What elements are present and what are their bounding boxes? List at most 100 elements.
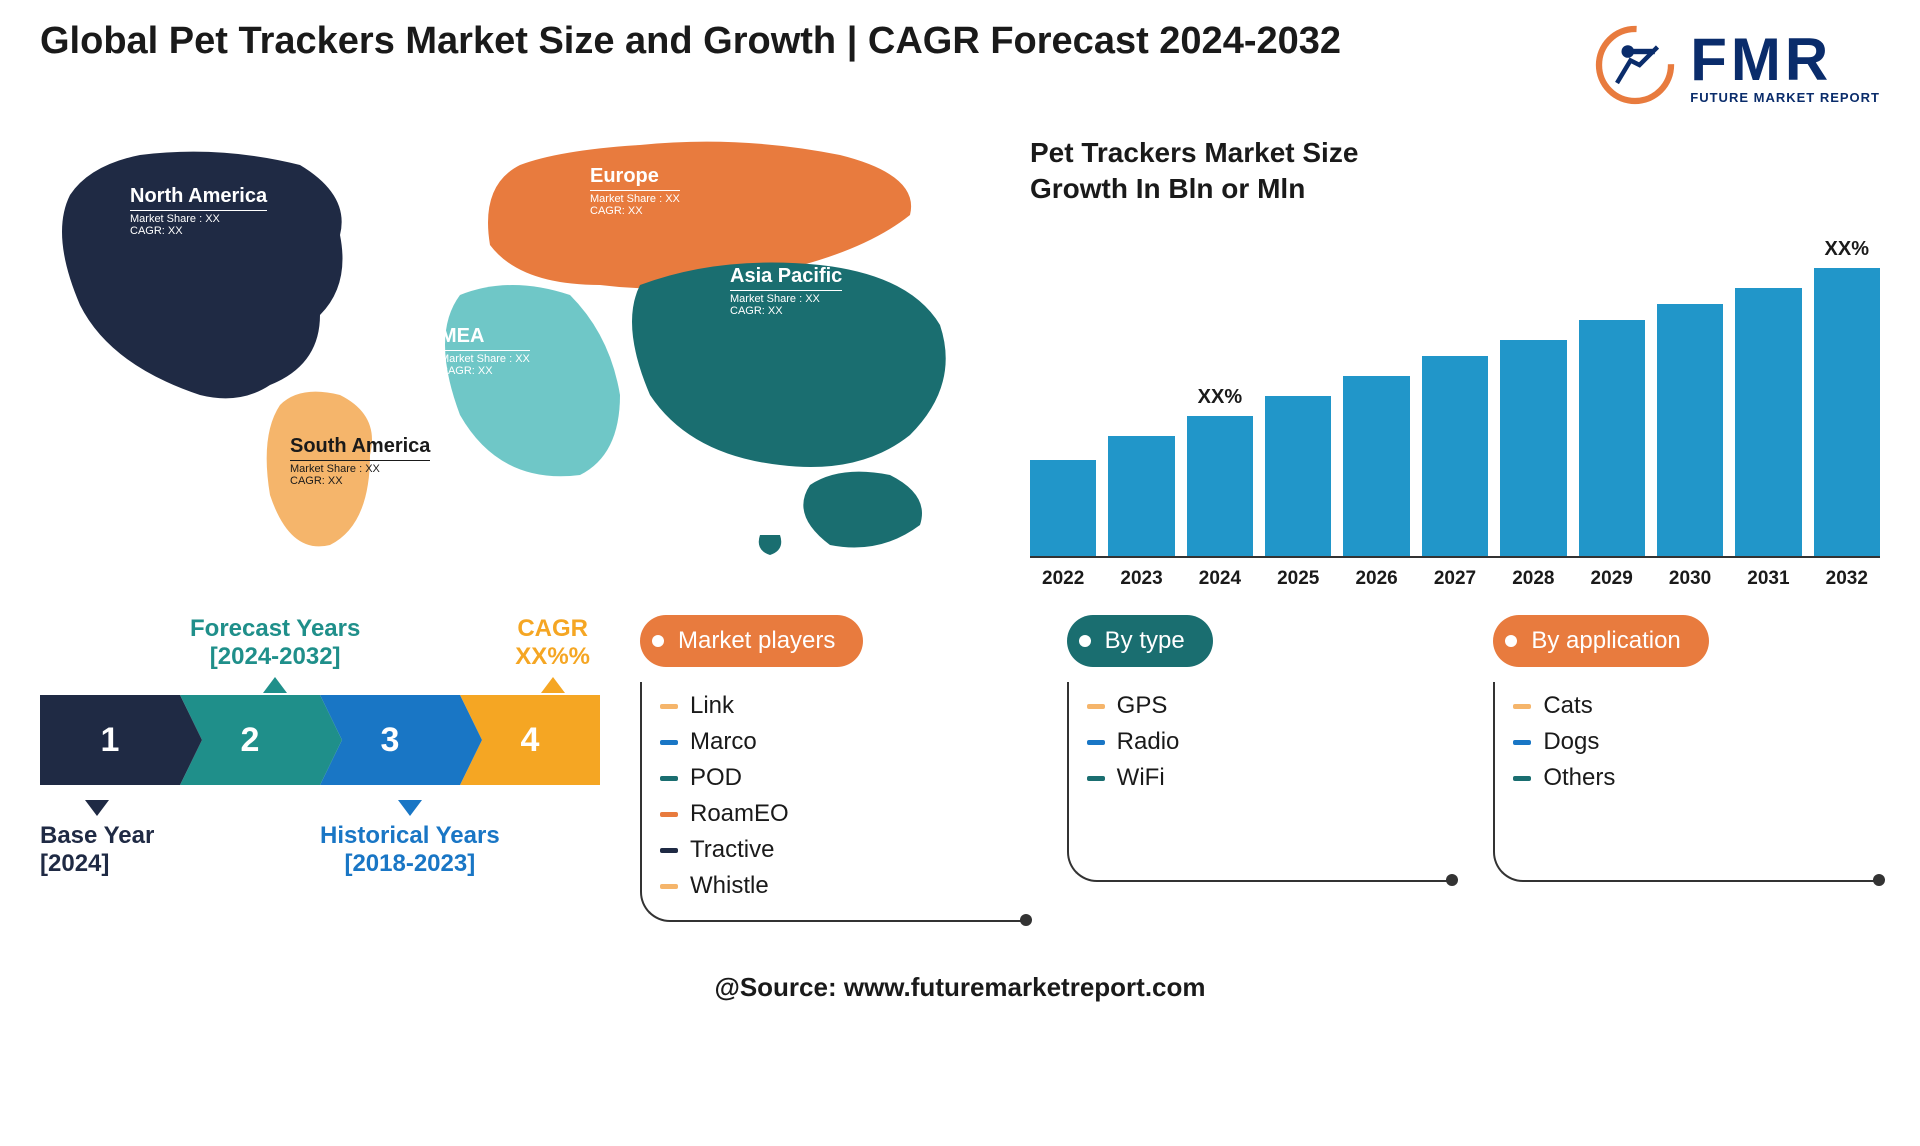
list-item-label: WiFi	[1117, 764, 1165, 792]
region-mea: MEA Market Share : XX CAGR: XX	[440, 325, 530, 377]
tick-icon	[1513, 740, 1531, 745]
category-list: Link Marco POD RoamEO Tractive Whistle	[640, 682, 1027, 922]
category-title: By application	[1531, 627, 1680, 655]
bullet-icon	[652, 635, 664, 647]
region-europe: Europe Market Share : XX CAGR: XX	[590, 165, 680, 217]
bar-2031: 2031	[1735, 288, 1801, 556]
list-item: Radio	[1087, 728, 1454, 756]
logo: FMR FUTURE MARKET REPORT	[1590, 20, 1880, 115]
bar-rect	[1030, 460, 1096, 556]
bar-label: 2026	[1355, 568, 1397, 590]
category-market-players: Market players Link Marco POD RoamEO Tractive…	[640, 615, 1027, 922]
bar-rect	[1422, 356, 1488, 556]
bar-callout: XX%	[1198, 386, 1242, 409]
list-item: POD	[660, 764, 1027, 792]
tick-icon	[660, 848, 678, 853]
category-list: GPS Radio WiFi	[1067, 682, 1454, 882]
category-list: Cats Dogs Others	[1493, 682, 1880, 882]
list-item: Dogs	[1513, 728, 1880, 756]
bar-rect	[1108, 436, 1174, 556]
fmr-logo-icon	[1590, 20, 1680, 115]
list-item-label: Link	[690, 692, 734, 720]
list-item-label: Radio	[1117, 728, 1180, 756]
timeline-steps: 1234	[40, 695, 600, 785]
bar-rect	[1343, 376, 1409, 556]
growth-bar-chart: Pet Trackers Market Size Growth In Bln o…	[1030, 135, 1880, 565]
world-map: North America Market Share : XX CAGR: XX…	[40, 135, 1000, 565]
bar-2032: 2032XX%	[1814, 268, 1880, 556]
list-item-label: Tractive	[690, 836, 774, 864]
bar-label: 2024	[1199, 568, 1241, 590]
bar-2023: 2023	[1108, 436, 1174, 556]
list-item: Marco	[660, 728, 1027, 756]
bar-2029: 2029	[1579, 320, 1645, 556]
bar-label: 2027	[1434, 568, 1476, 590]
bar-rect	[1187, 416, 1253, 556]
bullet-icon	[1505, 635, 1517, 647]
tick-icon	[1087, 704, 1105, 709]
bar-label: 2032	[1826, 568, 1868, 590]
bar-2026: 2026	[1343, 376, 1409, 556]
list-item: GPS	[1087, 692, 1454, 720]
bar-rect	[1735, 288, 1801, 556]
logo-text: FMR	[1690, 30, 1832, 90]
tick-icon	[660, 704, 678, 709]
tick-icon	[660, 884, 678, 889]
page-title: Global Pet Trackers Market Size and Grow…	[40, 20, 1341, 63]
timeline: Forecast Years [2024-2032] CAGR XX%% 123…	[40, 615, 600, 922]
category-header: By type	[1067, 615, 1213, 667]
tick-icon	[660, 740, 678, 745]
list-item-label: Whistle	[690, 872, 769, 900]
list-item-label: Cats	[1543, 692, 1592, 720]
bar-2030: 2030	[1657, 304, 1723, 556]
bar-label: 2030	[1669, 568, 1711, 590]
bar-rect	[1265, 396, 1331, 556]
header: Global Pet Trackers Market Size and Grow…	[40, 20, 1880, 115]
bar-2024: 2024XX%	[1187, 416, 1253, 556]
bar-label: 2022	[1042, 568, 1084, 590]
category-by-type: By type GPS Radio WiFi	[1067, 615, 1454, 922]
list-item: RoamEO	[660, 800, 1027, 828]
timeline-forecast-label: Forecast Years [2024-2032]	[190, 615, 360, 693]
list-item: Others	[1513, 764, 1880, 792]
list-item: Link	[660, 692, 1027, 720]
tick-icon	[660, 776, 678, 781]
list-item-label: RoamEO	[690, 800, 789, 828]
category-columns: Market players Link Marco POD RoamEO Tractive…	[640, 615, 1880, 922]
bar-rect	[1500, 340, 1566, 556]
category-header: By application	[1493, 615, 1708, 667]
list-item: Cats	[1513, 692, 1880, 720]
bars-container: 202220232024XX%2025202620272028202920302…	[1030, 218, 1880, 558]
timeline-historical-label: Historical Years [2018-2023]	[320, 800, 500, 878]
list-item: Tractive	[660, 836, 1027, 864]
list-item-label: Dogs	[1543, 728, 1599, 756]
bar-rect	[1814, 268, 1880, 556]
bar-label: 2028	[1512, 568, 1554, 590]
timeline-base-label: Base Year [2024]	[40, 800, 154, 878]
region-south-america: South America Market Share : XX CAGR: XX	[290, 435, 430, 487]
tick-icon	[1087, 776, 1105, 781]
tick-icon	[660, 812, 678, 817]
bar-2025: 2025	[1265, 396, 1331, 556]
list-item-label: GPS	[1117, 692, 1168, 720]
bar-label: 2031	[1747, 568, 1789, 590]
category-title: Market players	[678, 627, 835, 655]
list-item: Whistle	[660, 872, 1027, 900]
list-item-label: Others	[1543, 764, 1615, 792]
region-asia-pacific: Asia Pacific Market Share : XX CAGR: XX	[730, 265, 842, 317]
list-item-label: POD	[690, 764, 742, 792]
list-item: WiFi	[1087, 764, 1454, 792]
category-by-application: By application Cats Dogs Others	[1493, 615, 1880, 922]
bullet-icon	[1079, 635, 1091, 647]
region-north-america: North America Market Share : XX CAGR: XX	[130, 185, 267, 237]
timeline-cagr-label: CAGR XX%%	[515, 615, 590, 693]
logo-subtitle: FUTURE MARKET REPORT	[1690, 90, 1880, 105]
tick-icon	[1513, 704, 1531, 709]
source-attribution: @Source: www.futuremarketreport.com	[40, 972, 1880, 1003]
category-title: By type	[1105, 627, 1185, 655]
bar-label: 2029	[1591, 568, 1633, 590]
bar-callout: XX%	[1825, 238, 1869, 261]
bar-label: 2025	[1277, 568, 1319, 590]
bar-rect	[1579, 320, 1645, 556]
bar-2027: 2027	[1422, 356, 1488, 556]
